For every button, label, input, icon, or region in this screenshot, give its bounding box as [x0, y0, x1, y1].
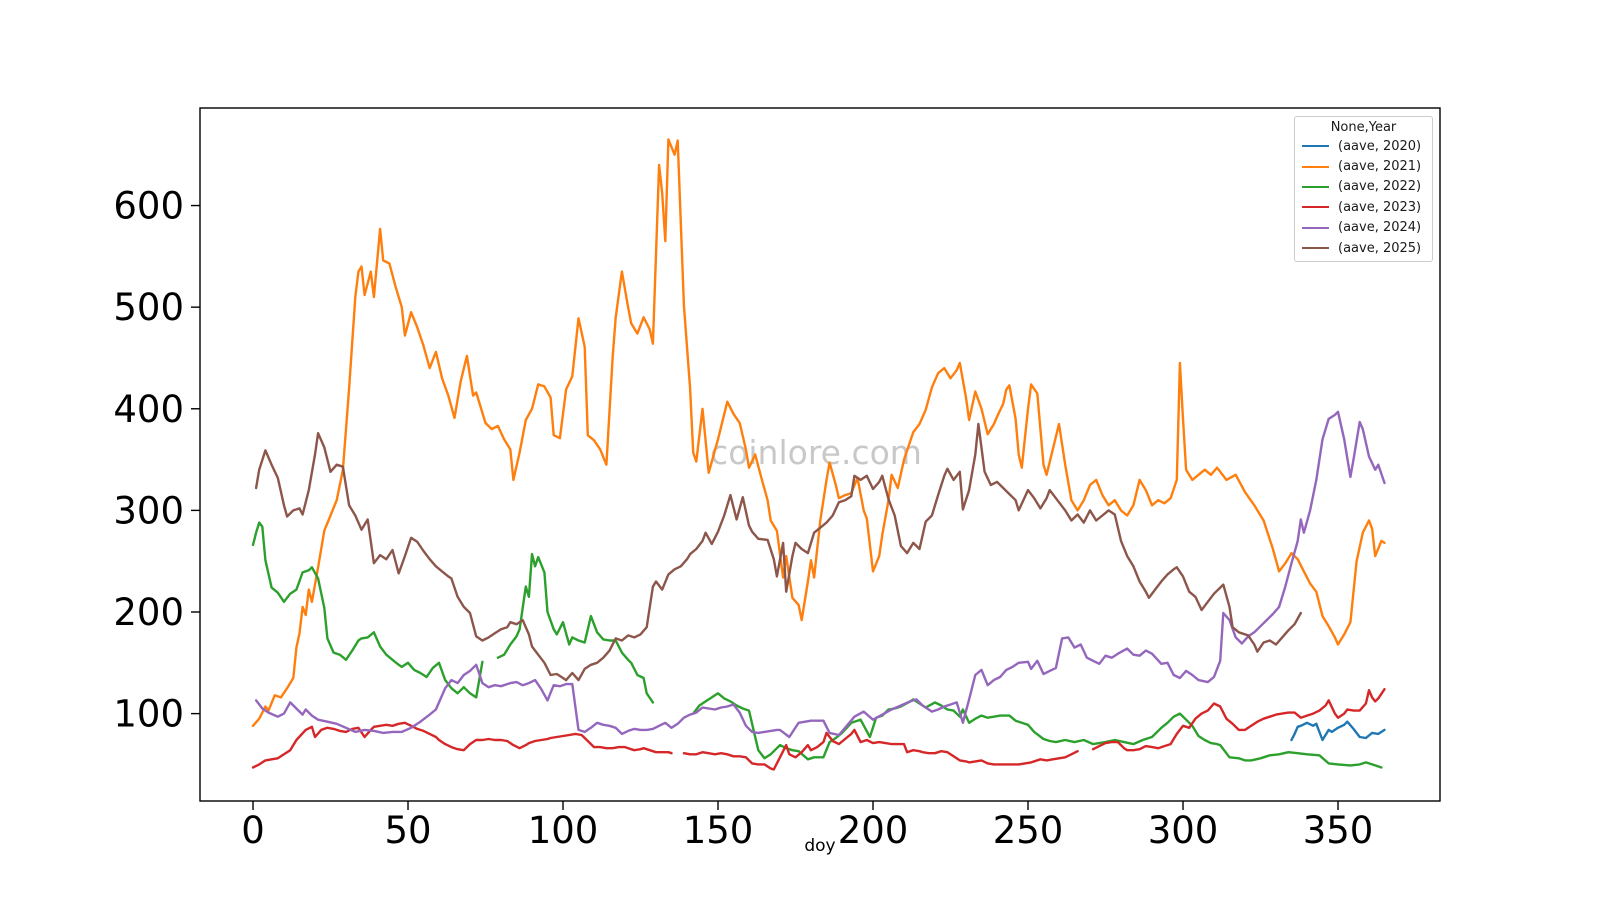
series-line-aave-2024	[254, 410, 1386, 739]
legend-entry-label: (aave, 2020)	[1338, 138, 1422, 154]
legend-entry-label: (aave, 2021)	[1338, 159, 1422, 175]
y-tick-label: 600	[113, 185, 184, 228]
legend-line-swatch	[1302, 206, 1329, 209]
legend-entry-label: (aave, 2022)	[1338, 179, 1422, 195]
series-line-aave-2021	[251, 138, 1386, 727]
x-tick-label: 100	[528, 809, 599, 852]
legend-entry-label: (aave, 2025)	[1338, 240, 1422, 256]
plot-border	[199, 107, 1441, 802]
series-line-aave-2020	[1290, 720, 1386, 742]
legend-entry-aave-2024: (aave, 2024)	[1295, 218, 1432, 238]
legend-entry-label: (aave, 2023)	[1338, 199, 1422, 215]
legend-entry-aave-2023: (aave, 2023)	[1295, 197, 1432, 217]
legend-title: None,Year	[1330, 120, 1397, 135]
legend-entry-aave-2022: (aave, 2022)	[1295, 177, 1432, 197]
watermark: coinlore.com	[710, 433, 922, 472]
x-tick-label: 350	[1303, 809, 1374, 852]
legend-entry-label: (aave, 2024)	[1338, 220, 1422, 236]
y-tick-label: 500	[113, 286, 184, 329]
x-tick-label: 250	[993, 809, 1064, 852]
legend-line-swatch	[1302, 247, 1329, 250]
legend-line-swatch	[1302, 165, 1329, 168]
legend-entry-aave-2025: (aave, 2025)	[1295, 238, 1432, 258]
x-tick-label: 0	[241, 809, 265, 852]
series-line-aave-2023	[251, 688, 1386, 771]
legend-line-swatch	[1302, 145, 1329, 148]
y-tick-label: 300	[113, 489, 184, 532]
x-tick-label: 150	[683, 809, 754, 852]
legend: None,Year (aave, 2020) (aave, 2021) (aave,…	[1294, 116, 1433, 262]
legend-entries: (aave, 2020) (aave, 2021) (aave, 2022) (aav…	[1295, 136, 1432, 258]
legend-entry-aave-2021: (aave, 2021)	[1295, 156, 1432, 176]
axis-layer: 0 50 100 150 200 250 300 350 100 200 300 400 500 600	[113, 185, 1373, 852]
legend-entry-aave-2020: (aave, 2020)	[1295, 136, 1432, 156]
y-tick-label: 400	[113, 388, 184, 431]
x-tick-label: 300	[1148, 809, 1219, 852]
y-tick-label: 200	[113, 591, 184, 634]
y-tick-label: 100	[113, 693, 184, 736]
legend-line-swatch	[1302, 185, 1329, 188]
x-axis-label: doy	[804, 836, 835, 856]
series-layer	[251, 138, 1386, 771]
legend-line-swatch	[1302, 226, 1329, 229]
x-tick-label: 50	[384, 809, 431, 852]
x-tick-label: 200	[838, 809, 909, 852]
series-line-aave-2025	[254, 422, 1302, 682]
